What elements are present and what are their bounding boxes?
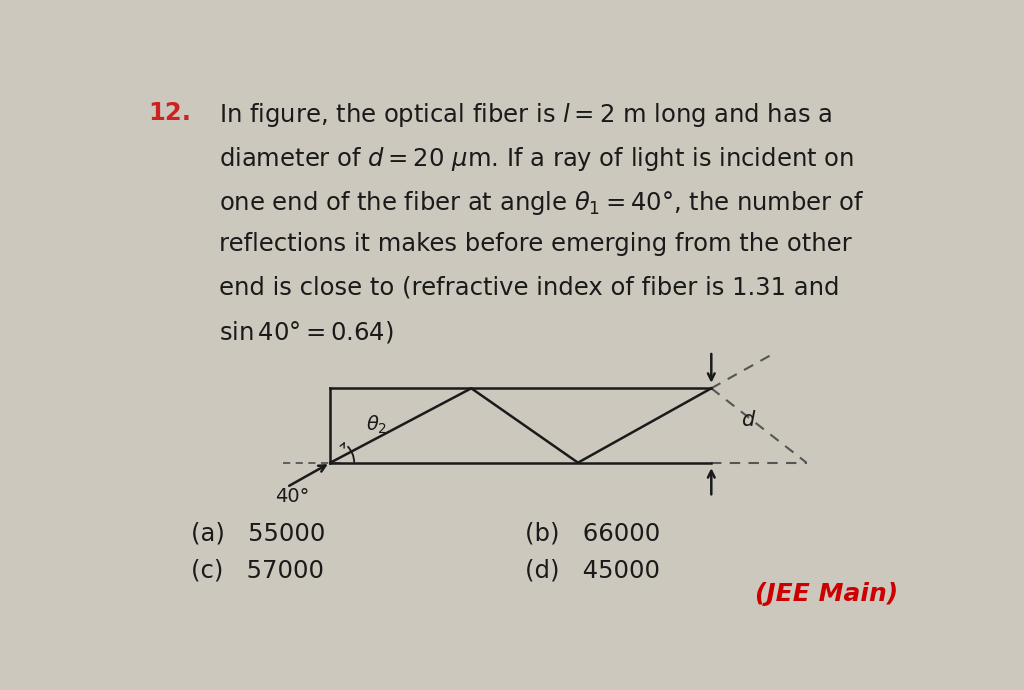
Text: end is close to (refractive index of fiber is 1.31 and: end is close to (refractive index of fib… xyxy=(219,276,840,299)
Text: 40°: 40° xyxy=(274,486,309,506)
Text: $\sin 40° = 0.64$): $\sin 40° = 0.64$) xyxy=(219,319,394,345)
Text: reflections it makes before emerging from the other: reflections it makes before emerging fro… xyxy=(219,232,852,256)
Text: 12.: 12. xyxy=(147,101,190,126)
Text: (a)   55000: (a) 55000 xyxy=(191,521,326,545)
Text: diameter of $d = 20\ \mu$m. If a ray of light is incident on: diameter of $d = 20\ \mu$m. If a ray of … xyxy=(219,145,854,173)
Text: (c)   57000: (c) 57000 xyxy=(191,558,325,582)
Text: $d$: $d$ xyxy=(741,410,757,430)
Text: (d)   45000: (d) 45000 xyxy=(524,558,659,582)
Text: (b)   66000: (b) 66000 xyxy=(524,521,660,545)
Text: $\theta_2$: $\theta_2$ xyxy=(367,414,387,436)
Text: one end of the fiber at angle $\theta_1 = 40°$, the number of: one end of the fiber at angle $\theta_1 … xyxy=(219,188,864,217)
Text: (JEE Main): (JEE Main) xyxy=(755,582,898,606)
Text: In figure, the optical fiber is $l = 2$ m long and has a: In figure, the optical fiber is $l = 2$ … xyxy=(219,101,833,130)
